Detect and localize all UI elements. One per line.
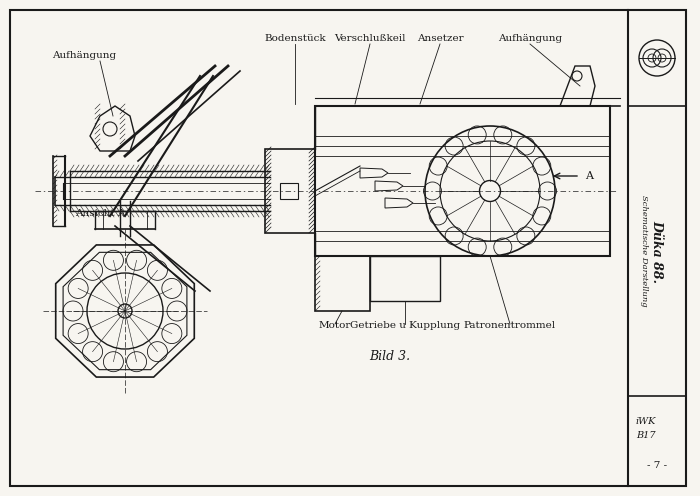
Bar <box>280 183 298 199</box>
Text: Getriebe u Kupplung: Getriebe u Kupplung <box>350 321 460 330</box>
Bar <box>265 149 315 233</box>
Text: Düka 88.: Düka 88. <box>650 220 664 283</box>
Text: Motor: Motor <box>318 321 351 330</box>
Text: Aufhängung: Aufhängung <box>52 51 116 60</box>
Text: Ansetzer: Ansetzer <box>416 34 463 43</box>
Text: Ansicht A: Ansicht A <box>75 209 125 218</box>
Text: iWK: iWK <box>636 417 657 426</box>
Text: Bild 3.: Bild 3. <box>370 350 411 363</box>
Text: B17: B17 <box>636 432 656 440</box>
Bar <box>370 256 440 301</box>
Text: Verschlußkeil: Verschlußkeil <box>335 34 406 43</box>
Text: - 7 -: - 7 - <box>647 461 667 471</box>
Text: Bodenstück: Bodenstück <box>264 34 326 43</box>
Text: Schematische Darstellung: Schematische Darstellung <box>640 195 648 307</box>
Text: A: A <box>585 171 593 181</box>
Text: Aufhängung: Aufhängung <box>498 34 562 43</box>
Bar <box>315 106 610 256</box>
Bar <box>315 256 370 311</box>
Text: Patronentrommel: Patronentrommel <box>464 321 556 330</box>
